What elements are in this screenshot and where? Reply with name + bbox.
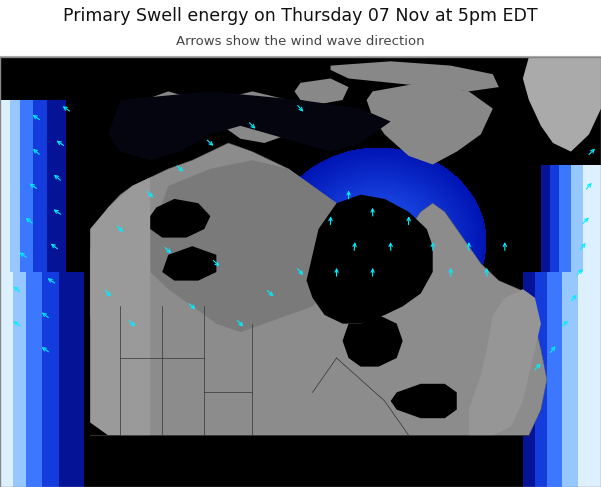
Polygon shape: [391, 384, 457, 418]
Text: Arrows show the wind wave direction: Arrows show the wind wave direction: [176, 35, 425, 48]
Polygon shape: [162, 246, 216, 281]
Polygon shape: [150, 199, 210, 238]
Polygon shape: [307, 195, 433, 323]
Polygon shape: [144, 160, 361, 332]
Polygon shape: [108, 92, 391, 160]
Polygon shape: [216, 92, 300, 143]
Polygon shape: [523, 57, 601, 151]
Polygon shape: [90, 143, 547, 435]
Polygon shape: [367, 83, 493, 165]
Polygon shape: [469, 289, 541, 435]
Polygon shape: [343, 315, 403, 367]
Polygon shape: [294, 78, 349, 104]
Polygon shape: [331, 61, 499, 92]
Text: Primary Swell energy on Thursday 07 Nov at 5pm EDT: Primary Swell energy on Thursday 07 Nov …: [63, 7, 538, 25]
Polygon shape: [90, 177, 150, 435]
Polygon shape: [132, 92, 204, 143]
Polygon shape: [337, 263, 385, 298]
